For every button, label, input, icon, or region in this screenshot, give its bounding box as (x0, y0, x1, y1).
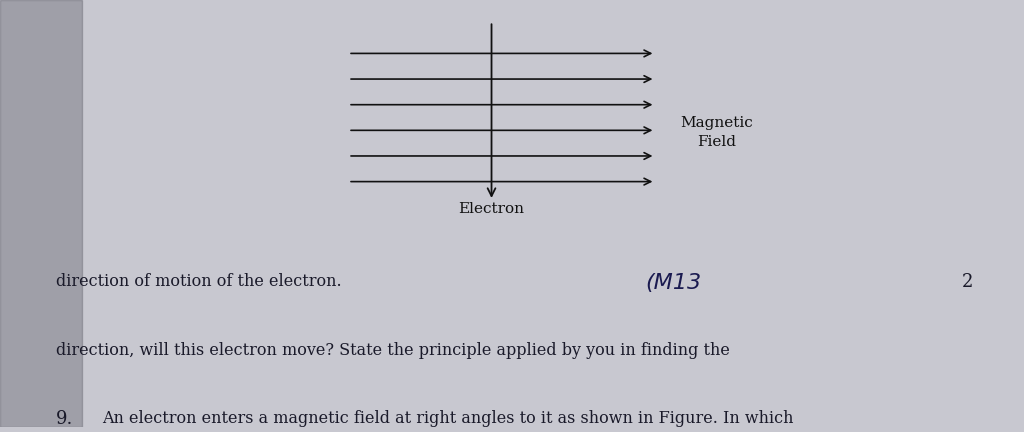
Text: An electron enters a magnetic field at right angles to it as shown in Figure. In: An electron enters a magnetic field at r… (102, 410, 794, 427)
Text: (M13: (M13 (645, 273, 701, 293)
Text: direction of motion of the electron.: direction of motion of the electron. (56, 273, 342, 290)
Text: 2: 2 (962, 273, 973, 292)
Text: Electron: Electron (459, 202, 524, 216)
Text: 9.: 9. (56, 410, 74, 428)
Text: direction, will this electron move? State the principle applied by you in findin: direction, will this electron move? Stat… (56, 342, 730, 359)
Text: Magnetic
Field: Magnetic Field (680, 116, 754, 149)
Polygon shape (0, 0, 82, 427)
